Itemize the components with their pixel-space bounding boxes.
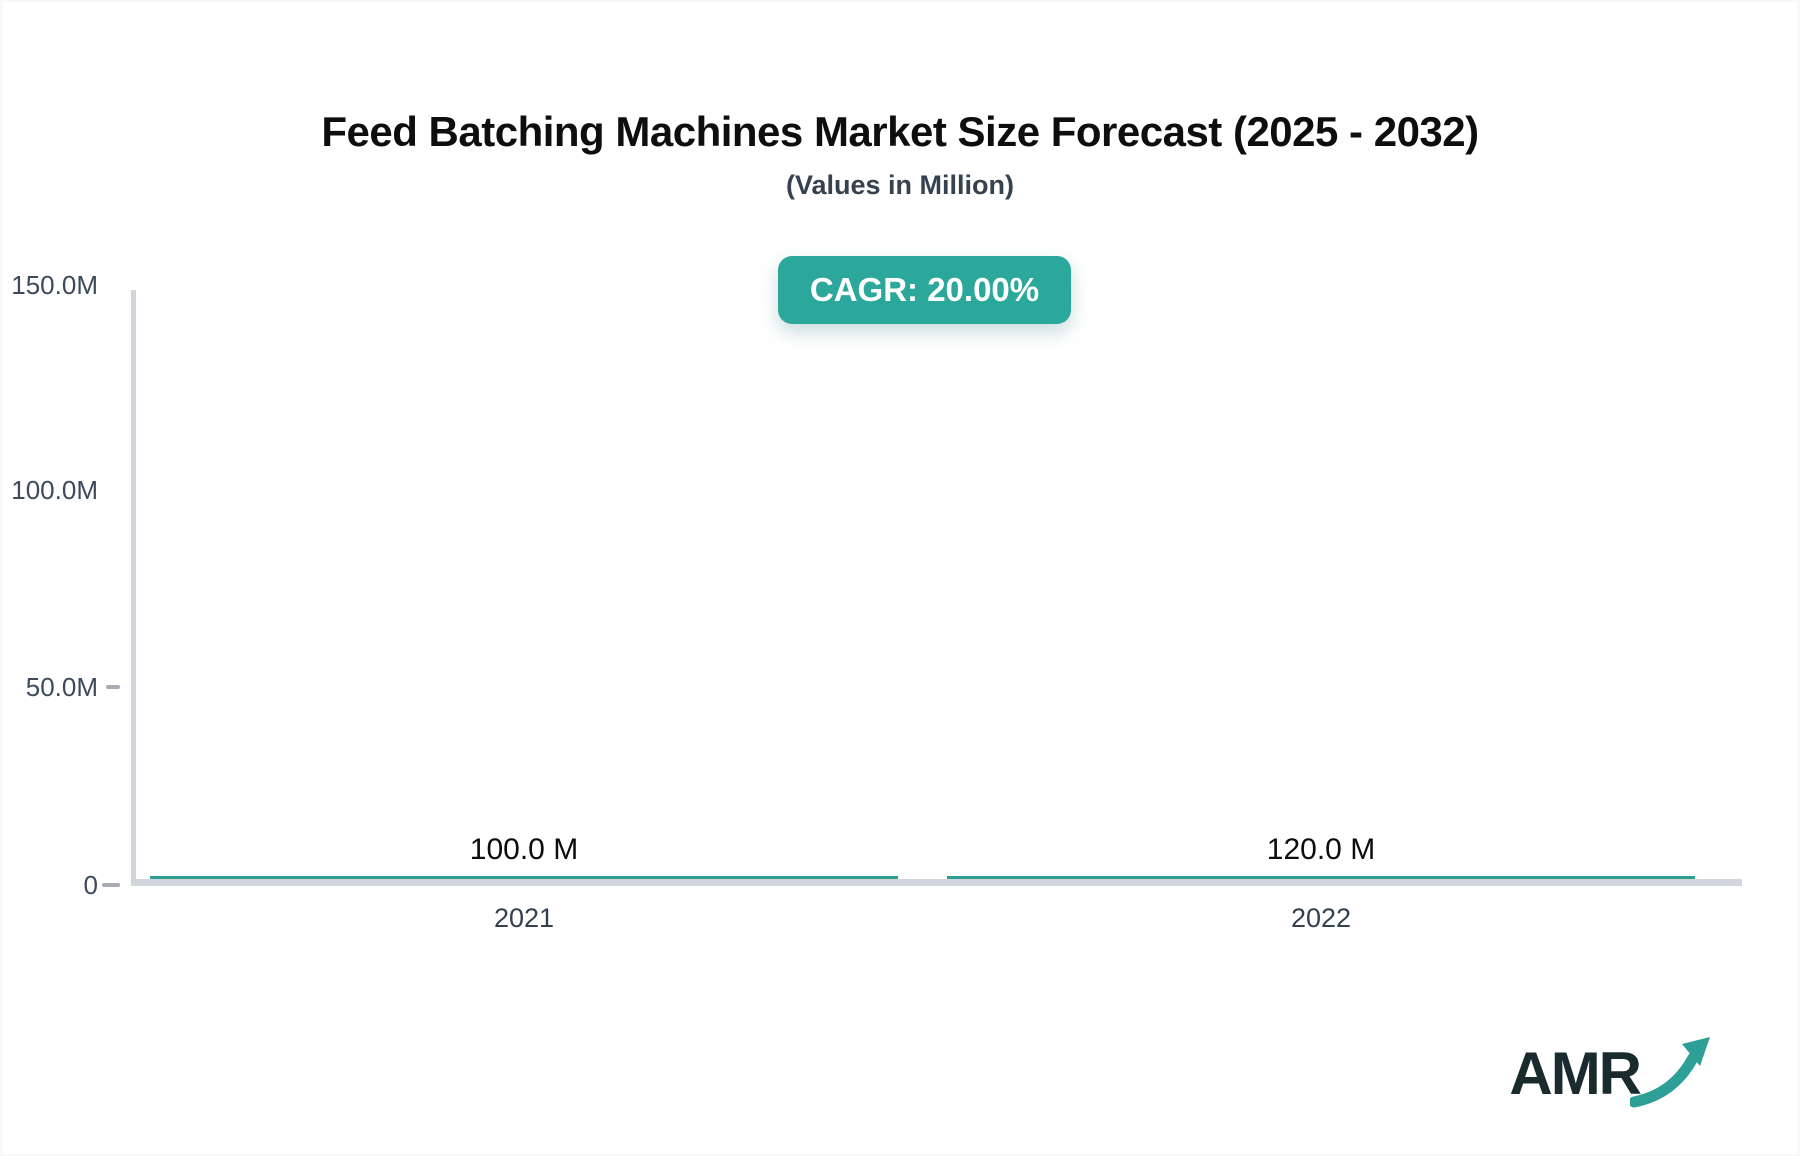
plot-area: 100.0 M 120.0 M: [131, 290, 1742, 886]
amr-logo-text: AMR: [1509, 1039, 1642, 1107]
trend-arrow-icon: [1630, 1037, 1710, 1108]
y-tick-label-100: 100.0M: [11, 475, 98, 505]
chart-subtitle: (Values in Million): [785, 170, 1015, 200]
y-tick-mark-0: [102, 883, 120, 887]
bar-value-label: 120.0 M: [1266, 833, 1376, 866]
y-tick-label-50: 50.0M: [25, 672, 98, 702]
bar-2021: [150, 876, 898, 879]
y-tick-label-0: 0: [83, 870, 98, 900]
x-tick-label-2021: 2021: [493, 903, 555, 933]
cagr-badge: CAGR: 20.00%: [778, 256, 1071, 324]
x-tick-label-2022: 2022: [1290, 903, 1352, 933]
y-tick-mark-50: [106, 685, 120, 689]
bar-value-label: 100.0 M: [469, 833, 579, 866]
y-tick-label-150: 150.0M: [11, 270, 98, 300]
page-title: Feed Batching Machines Market Size Forec…: [321, 108, 1479, 155]
bar-2022: [947, 876, 1695, 879]
amr-logo: AMR: [1509, 1037, 1714, 1108]
bar-group-2022: 120.0 M: [947, 833, 1695, 879]
bar-group-2021: 100.0 M: [150, 833, 898, 879]
